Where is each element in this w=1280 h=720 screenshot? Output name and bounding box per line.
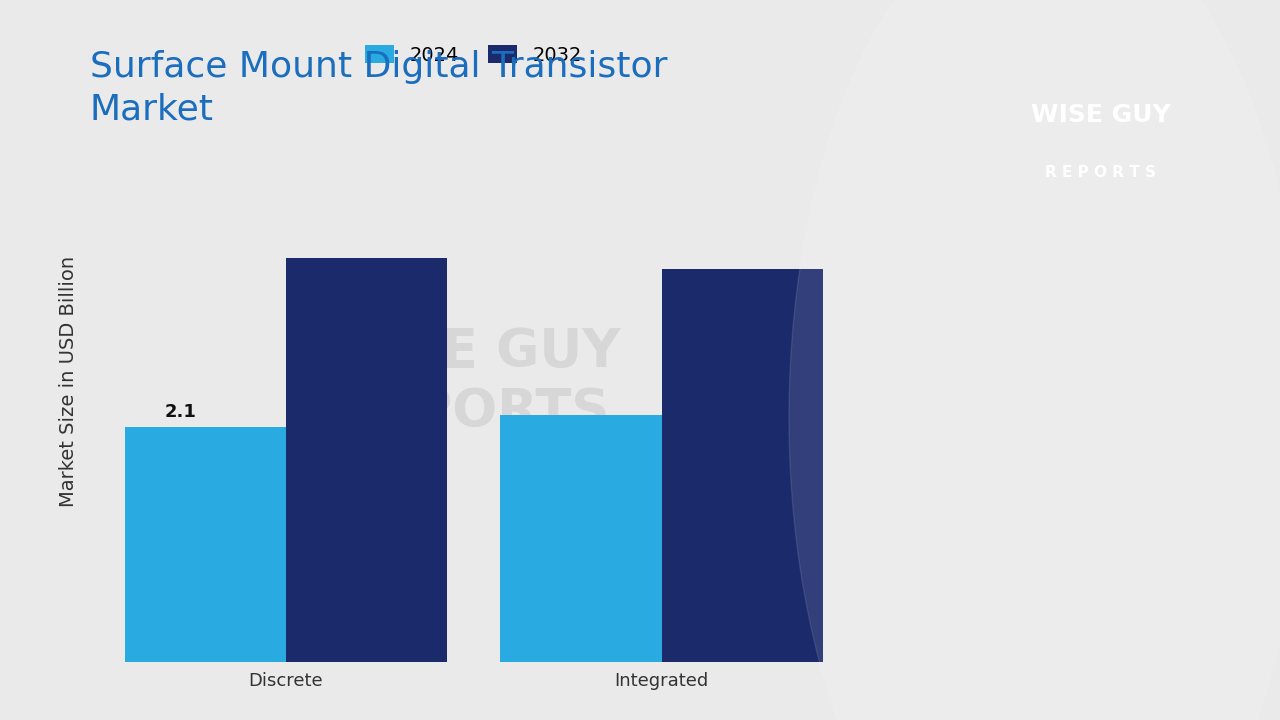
Text: WISE GUY
REPORTS: WISE GUY REPORTS — [326, 325, 621, 438]
Text: R E P O R T S: R E P O R T S — [1046, 166, 1156, 180]
Bar — [500, 415, 662, 662]
Bar — [662, 269, 823, 662]
Text: 2.1: 2.1 — [165, 403, 197, 421]
Legend: 2024, 2032: 2024, 2032 — [357, 37, 590, 73]
Text: Surface Mount Digital Transistor
Market: Surface Mount Digital Transistor Market — [90, 50, 667, 127]
Bar — [285, 258, 447, 662]
Y-axis label: Market Size in USD Billion: Market Size in USD Billion — [59, 256, 78, 507]
Text: WISE GUY: WISE GUY — [1030, 103, 1171, 127]
Circle shape — [788, 0, 1280, 720]
Bar — [124, 426, 285, 662]
